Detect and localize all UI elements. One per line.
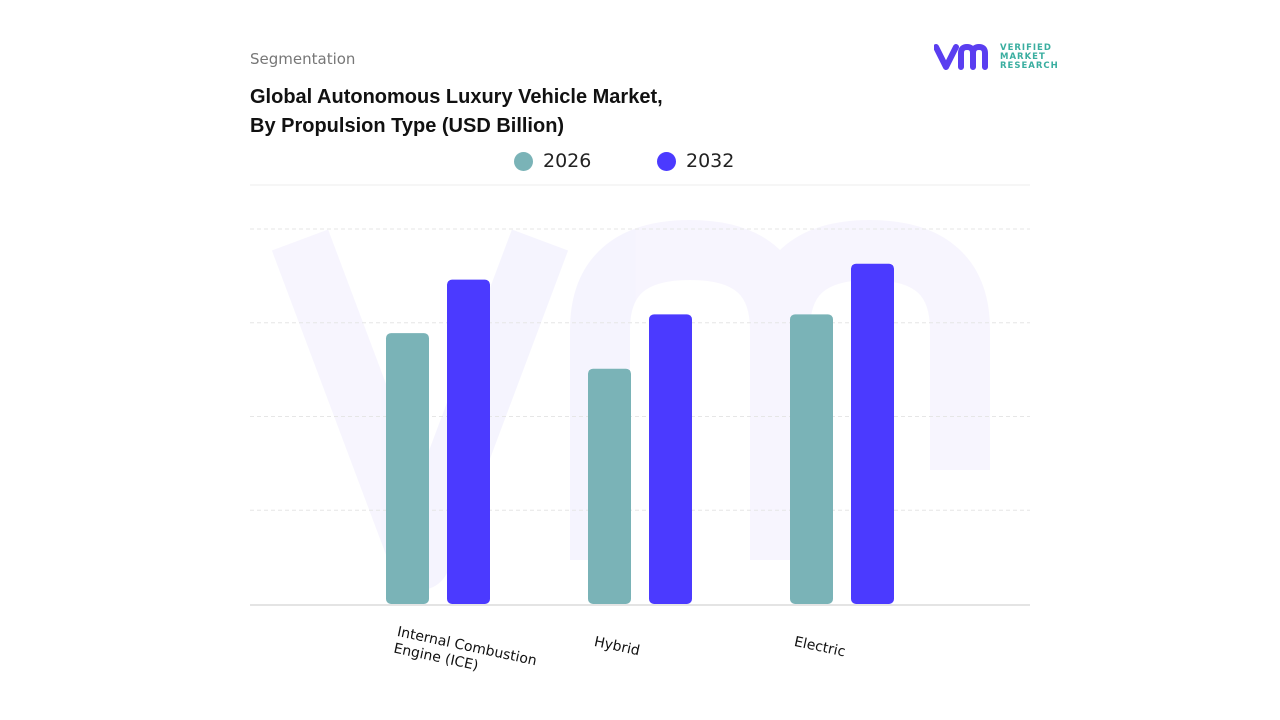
logo-line-1: VERIFIED [1000, 42, 1052, 53]
logo-line-2: MARKET [1000, 51, 1046, 62]
legend-item-2026: 2026 [514, 150, 591, 172]
bar-2026-ice [386, 333, 429, 604]
bar-2026-electric [790, 314, 833, 604]
legend-swatch-2032 [657, 151, 676, 171]
segment-label: Segmentation [250, 50, 356, 68]
legend-swatch-2026 [514, 151, 533, 171]
bar-2032-ice [447, 279, 490, 604]
legend-label-2032: 2032 [686, 150, 735, 172]
legend-label-2026: 2026 [543, 150, 592, 172]
title-line-2: By Propulsion Type (USD Billion) [250, 115, 565, 137]
title-line-1: Global Autonomous Luxury Vehicle Market, [250, 86, 663, 108]
legend-item-2032: 2032 [657, 150, 734, 172]
chart-title: Global Autonomous Luxury Vehicle Market,… [250, 83, 850, 141]
bar-2032-electric [851, 263, 894, 604]
vmr-logo: VERIFIED MARKET RESEARCH [934, 43, 1059, 71]
bar-2032-hybrid [649, 314, 692, 604]
bar-2026-hybrid [588, 368, 631, 604]
logo-line-3: RESEARCH [1000, 60, 1059, 71]
vmr-logo-mark-icon [934, 43, 988, 70]
